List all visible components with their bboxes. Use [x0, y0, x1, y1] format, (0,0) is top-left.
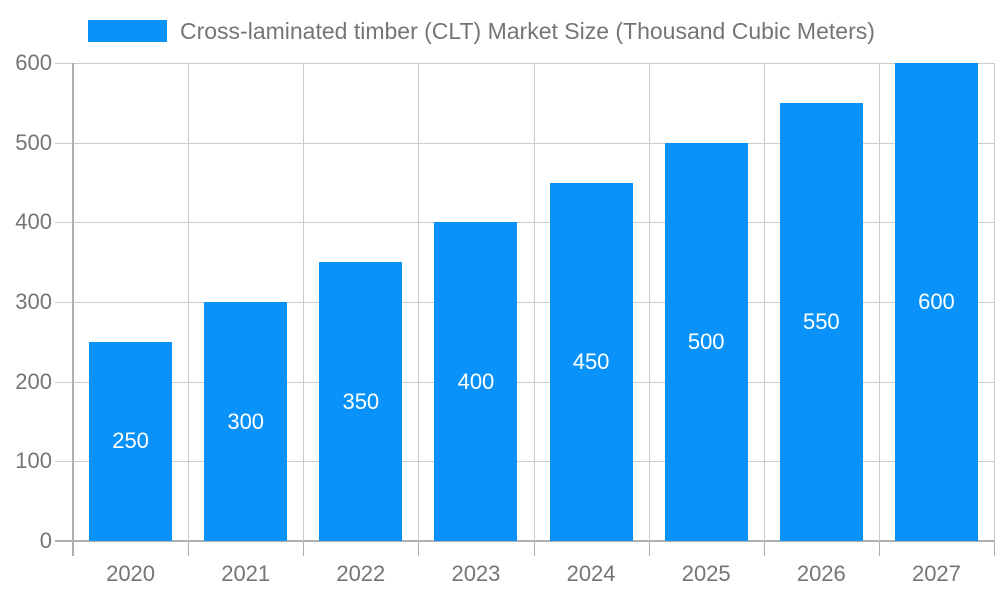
x-axis-category-label: 2027	[911, 561, 961, 586]
gridline-vertical	[994, 63, 995, 541]
x-axis-tick	[533, 541, 535, 556]
chart-legend: Cross-laminated timber (CLT) Market Size…	[88, 17, 875, 45]
bar-2022: 350	[319, 262, 403, 541]
bar-2025: 500	[664, 142, 748, 541]
x-axis-tick	[303, 541, 305, 556]
gridline-horizontal	[55, 381, 994, 383]
x-axis-category-label: 2020	[106, 561, 156, 586]
gridline-vertical	[878, 63, 880, 541]
x-axis-line	[55, 540, 994, 542]
y-axis-tick-label: 500	[15, 129, 52, 155]
gridline-vertical	[533, 63, 535, 541]
x-axis-category-label: 2022	[336, 561, 386, 586]
bar-value-label: 400	[457, 368, 495, 394]
plot-area: 250 300 350 400 450 500 550 600	[55, 63, 995, 556]
x-axis-category-label: 2025	[681, 561, 731, 586]
bar-value-label: 300	[227, 408, 265, 434]
y-axis-tick-label: 400	[15, 209, 52, 235]
bar-value-label: 450	[572, 348, 610, 374]
y-axis-line	[72, 63, 74, 556]
x-axis-category-label: 2023	[451, 561, 501, 586]
gridline-vertical	[763, 63, 765, 541]
gridline-vertical	[418, 63, 420, 541]
bar-2027: 600	[894, 63, 978, 541]
bar-2024: 450	[549, 182, 633, 541]
bar-value-label: 350	[342, 388, 380, 414]
x-axis-tick	[878, 541, 880, 556]
bar-value-label: 600	[918, 289, 955, 314]
y-axis-tick-label: 600	[15, 50, 52, 75]
x-axis-tick	[763, 541, 765, 556]
bar-2021: 300	[204, 302, 288, 541]
bar-2020: 250	[89, 341, 173, 541]
x-axis-tick	[648, 541, 650, 556]
bar-value-label: 250	[112, 428, 149, 454]
bar-value-label: 500	[687, 328, 725, 354]
y-axis-tick-label: 100	[15, 448, 52, 474]
x-axis-category-label: 2021	[221, 561, 271, 586]
gridline-horizontal	[55, 302, 994, 303]
gridline-horizontal	[55, 142, 994, 144]
bar-2026: 550	[779, 102, 863, 541]
gridline-horizontal	[55, 63, 994, 64]
legend-label: Cross-laminated timber (CLT) Market Size…	[180, 18, 875, 44]
gridline-horizontal	[55, 222, 994, 224]
x-axis-category-label: 2026	[796, 561, 846, 586]
gridline-vertical	[648, 63, 650, 541]
x-axis-category-label: 2024	[566, 561, 616, 586]
bar-2023: 400	[434, 222, 518, 541]
y-axis-tick-label: 300	[15, 289, 52, 314]
bar-value-label: 550	[802, 308, 840, 334]
gridline-horizontal	[55, 461, 994, 463]
y-axis-tick-label: 200	[15, 368, 52, 394]
gridline-vertical	[188, 63, 190, 541]
gridline-vertical	[303, 63, 305, 541]
x-axis-tick	[994, 541, 995, 556]
y-axis-tick-label: 0	[39, 528, 52, 553]
x-axis-tick	[188, 541, 190, 556]
x-axis-tick	[418, 541, 420, 556]
legend-swatch	[88, 20, 167, 42]
